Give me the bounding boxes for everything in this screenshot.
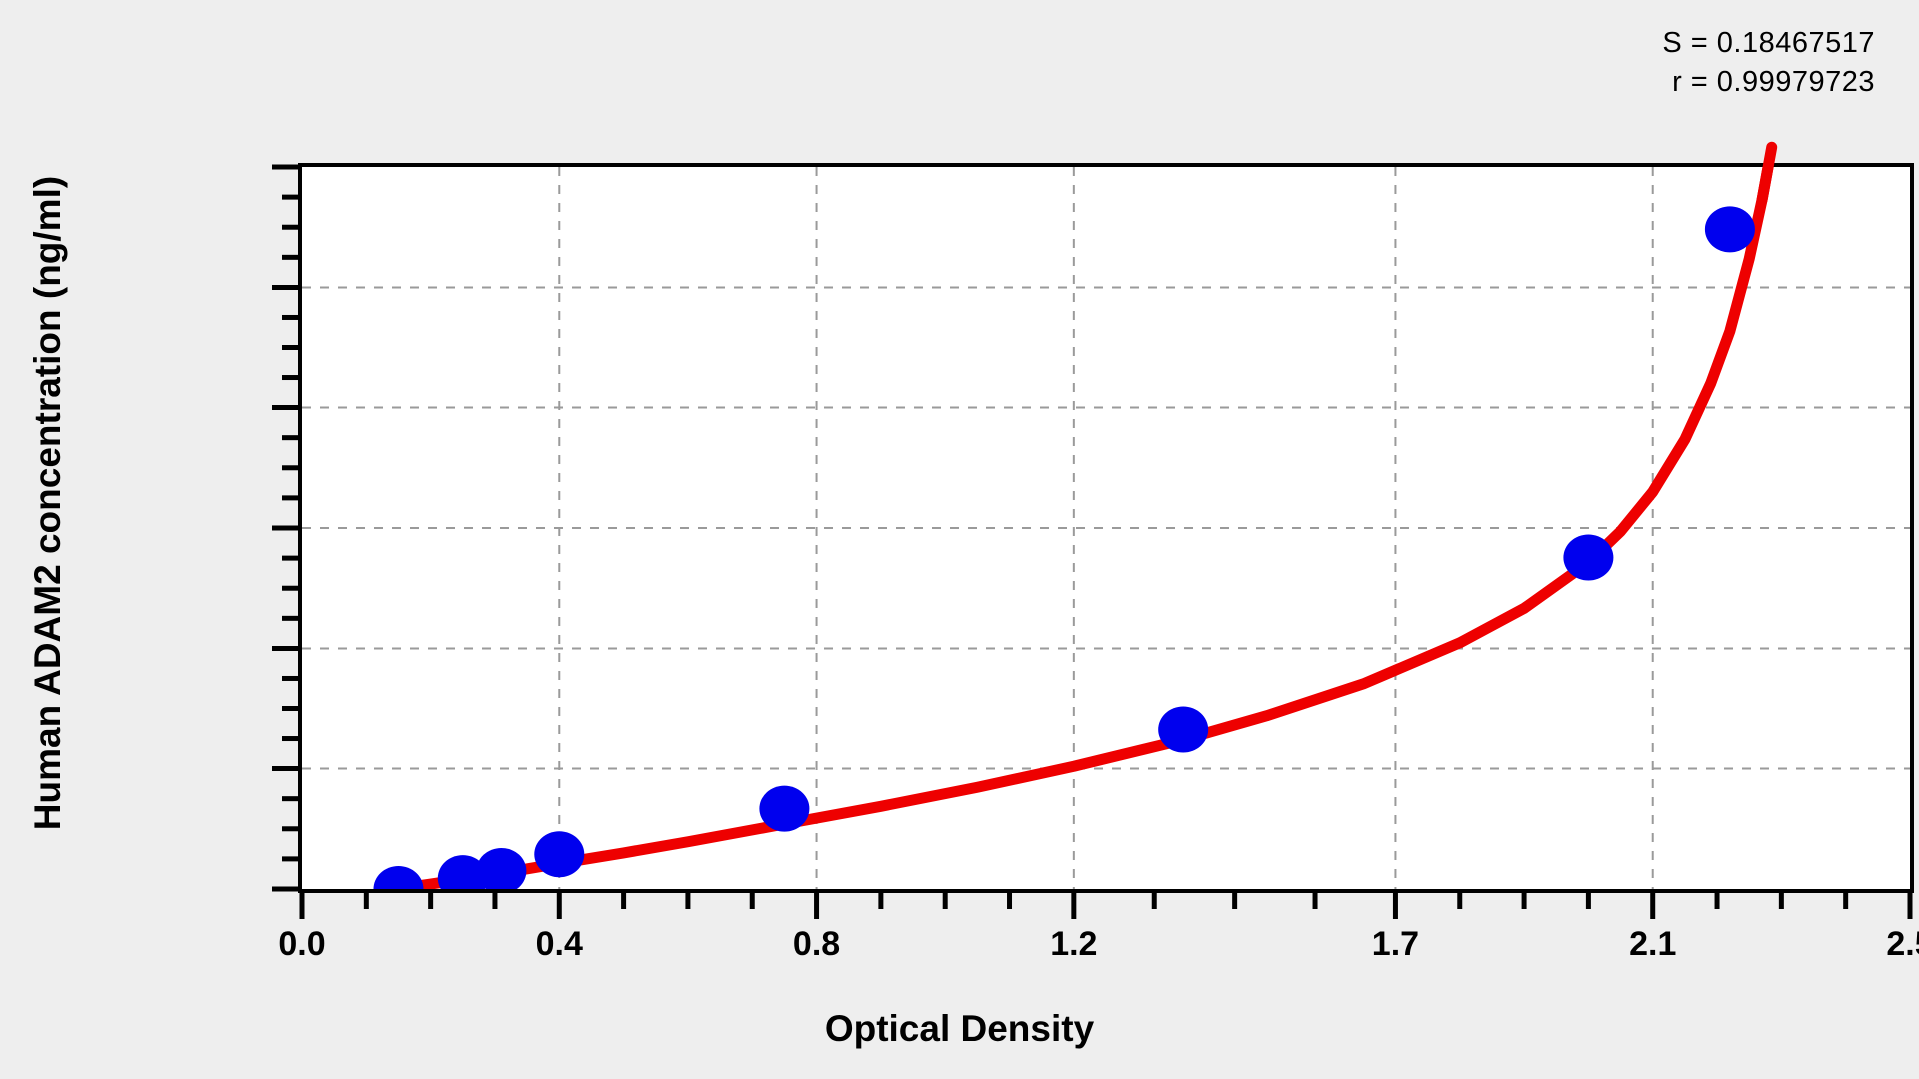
x-axis-title: Optical Density — [824, 1008, 1095, 1049]
plot-canvas — [302, 167, 1910, 889]
x-tick-label: 2.5 — [1886, 925, 1919, 963]
x-tick-label: 2.1 — [1629, 925, 1677, 963]
x-tick-label: 0.0 — [278, 925, 326, 963]
s-value-label: S = 0.18467517 — [1662, 27, 1875, 59]
r-value-label: r = 0.99979723 — [1672, 65, 1875, 98]
plot-area — [298, 163, 1914, 893]
fit-statistics: S = 0.18467517 r = 0.99979723 — [1662, 24, 1875, 101]
x-tick-label: 1.7 — [1371, 925, 1420, 963]
x-tick-label: 1.2 — [1050, 925, 1098, 963]
x-tick-label: 0.4 — [535, 925, 583, 963]
x-tick-label: 0.8 — [792, 925, 841, 963]
